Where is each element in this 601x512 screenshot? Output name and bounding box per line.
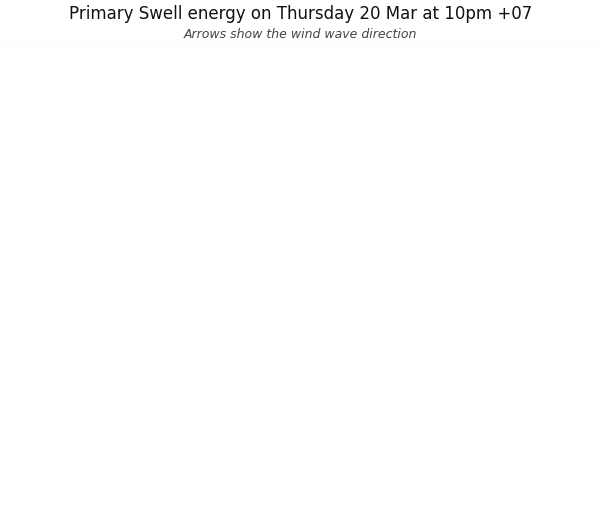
Text: Arrows show the wind wave direction: Arrows show the wind wave direction — [184, 28, 417, 41]
Text: cartopy not available: cartopy not available — [227, 267, 374, 281]
Text: Primary Swell energy on Thursday 20 Mar at 10pm +07: Primary Swell energy on Thursday 20 Mar … — [69, 5, 532, 23]
